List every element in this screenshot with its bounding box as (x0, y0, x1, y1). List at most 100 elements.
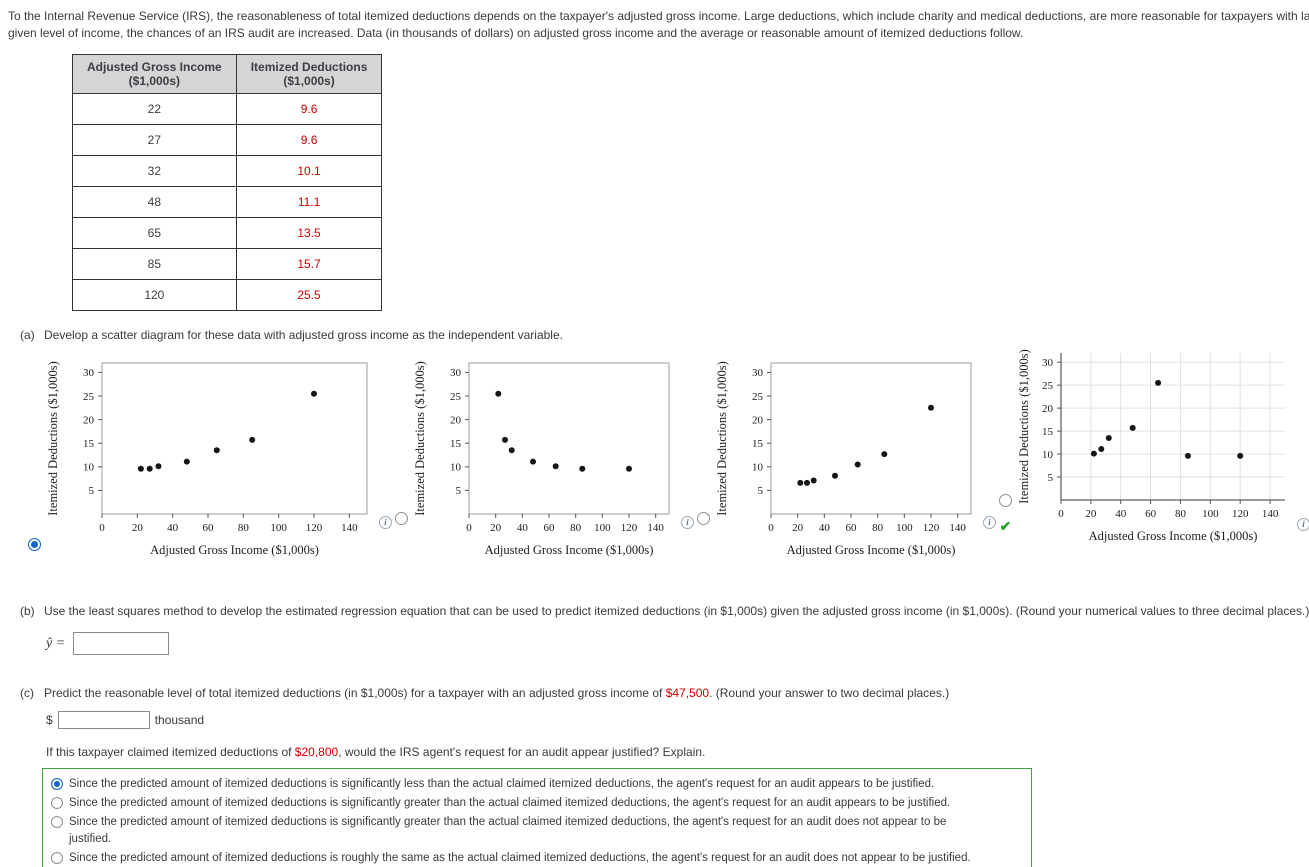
svg-text:80: 80 (872, 522, 884, 534)
deduction-value: 9.6 (235, 124, 383, 156)
svg-text:140: 140 (1262, 508, 1279, 520)
svg-text:30: 30 (1042, 357, 1054, 369)
audit-option-line: Since the predicted amount of itemized d… (69, 778, 935, 790)
data-table: Adjusted Gross Income ($1,000s) Itemized… (72, 54, 383, 311)
svg-text:140: 140 (341, 522, 358, 534)
agi-value: 22 (72, 93, 237, 125)
agi-value: 32 (72, 155, 237, 187)
svg-text:Itemized Deductions ($1,000s): Itemized Deductions ($1,000s) (46, 361, 60, 515)
audit-option-2: Since the predicted amount of itemized d… (51, 794, 1023, 813)
svg-text:100: 100 (1202, 508, 1219, 520)
audit-options-box: Since the predicted amount of itemized d… (42, 768, 1032, 867)
scatter-option-2-radio[interactable] (395, 512, 408, 525)
svg-text:5: 5 (89, 485, 95, 497)
svg-text:Itemized Deductions ($1,000s): Itemized Deductions ($1,000s) (1017, 349, 1031, 503)
agi-amount: $47,500 (665, 686, 710, 700)
col-header-deductions-line1: Itemized Deductions (250, 60, 368, 74)
predict-suffix: . (Round your answer to two decimal plac… (709, 686, 950, 700)
audit-option-4-text: Since the predicted amount of itemized d… (69, 850, 971, 867)
svg-text:20: 20 (1042, 403, 1054, 415)
info-icon[interactable]: i (1297, 518, 1309, 531)
intro-line-2: given level of income, the chances of an… (8, 26, 1024, 40)
table-row: 27 9.6 (72, 124, 383, 156)
svg-text:15: 15 (450, 438, 462, 450)
audit-option-line: Since the predicted amount of itemized d… (69, 797, 951, 809)
svg-text:15: 15 (83, 438, 95, 450)
svg-text:120: 120 (923, 522, 940, 534)
part-a-text: Develop a scatter diagram for these data… (44, 328, 563, 342)
svg-text:0: 0 (768, 522, 774, 534)
svg-text:30: 30 (83, 367, 95, 379)
col-header-deductions: Itemized Deductions ($1,000s) (235, 54, 383, 94)
part-b-label: (b) (20, 604, 35, 618)
svg-text:40: 40 (517, 522, 529, 534)
audit-option-2-radio[interactable] (51, 797, 63, 809)
part-b-text: Use the least squares method to develop … (44, 604, 1309, 618)
audit-option-1-text: Since the predicted amount of itemized d… (69, 776, 934, 793)
scatter-option-1-radio[interactable] (28, 538, 41, 551)
svg-text:10: 10 (83, 462, 95, 474)
part-a-correct-check-icon: ✔ (999, 518, 1012, 534)
svg-text:0: 0 (99, 522, 105, 534)
audit-option-4: Since the predicted amount of itemized d… (51, 849, 1023, 867)
info-icon[interactable]: i (983, 516, 996, 529)
scatter-option-4-radio[interactable] (999, 494, 1012, 507)
deduction-prediction-input[interactable] (57, 711, 150, 729)
audit-option-3-radio[interactable] (51, 816, 63, 828)
info-icon[interactable]: i (379, 516, 392, 529)
svg-text:40: 40 (167, 522, 179, 534)
table-row: 120 25.5 (72, 279, 383, 311)
col-header-agi: Adjusted Gross Income ($1,000s) (72, 54, 237, 94)
svg-text:10: 10 (1042, 449, 1054, 461)
data-table-header-row: Adjusted Gross Income ($1,000s) Itemized… (72, 54, 383, 94)
svg-text:20: 20 (450, 414, 462, 426)
svg-text:5: 5 (1048, 472, 1054, 484)
svg-text:Itemized Deductions ($1,000s): Itemized Deductions ($1,000s) (413, 361, 427, 515)
svg-text:Adjusted Gross Income ($1,000s: Adjusted Gross Income ($1,000s) (485, 543, 654, 557)
table-row: 22 9.6 (72, 93, 383, 125)
svg-text:40: 40 (1115, 508, 1127, 520)
svg-text:0: 0 (1058, 508, 1064, 520)
svg-text:20: 20 (1085, 508, 1097, 520)
info-icon[interactable]: i (681, 516, 694, 529)
audit-option-3-text: Since the predicted amount of itemized d… (69, 814, 946, 848)
predict-prefix: Predict the reasonable level of total it… (44, 686, 666, 700)
svg-text:140: 140 (949, 522, 966, 534)
regression-equation-input[interactable] (73, 632, 170, 655)
agi-value: 27 (72, 124, 237, 156)
scatter-chart-3: 0 20 40 60 80 100 120 140 5 10 15 20 25 30 Adjusted Gr… (715, 361, 972, 557)
svg-text:80: 80 (1175, 508, 1187, 520)
svg-text:Adjusted Gross Income ($1,000s: Adjusted Gross Income ($1,000s) (150, 543, 319, 557)
deduction-value: 15.7 (235, 248, 383, 280)
audit-option-1-radio[interactable] (51, 778, 63, 790)
scatter-option-3: 0 20 40 60 80 100 120 140 5 10 15 20 25 30 Adjusted Gr… (694, 354, 996, 561)
scatter-chart-4: 0 20 40 60 80 100 120 140 5 10 15 20 25 30 Adjusted Gr… (1017, 349, 1285, 543)
svg-text:25: 25 (450, 391, 462, 403)
audit-option-line: justified. (69, 833, 112, 845)
audit-option-1: Since the predicted amount of itemized d… (51, 775, 1023, 794)
svg-text:20: 20 (752, 414, 764, 426)
scatter-option-1: 0 20 40 60 80 100 120 140 5 10 15 20 25 30 Adjusted Gr… (28, 354, 392, 561)
audit-option-4-radio[interactable] (51, 852, 63, 864)
col-header-deductions-line2: ($1,000s) (283, 74, 335, 88)
scatter-option-3-radio[interactable] (697, 512, 710, 525)
unit-label: thousand (154, 713, 205, 727)
scatter-option-4: ✔ 0 20 40 60 80 100 120 140 5 10 15 20 25 30 Adjusted … (996, 349, 1309, 561)
prediction-answer-row: $ thousand (46, 711, 1309, 729)
svg-text:120: 120 (621, 522, 638, 534)
claimed-amount: $20,800 (294, 745, 339, 759)
svg-text:10: 10 (752, 462, 764, 474)
svg-text:60: 60 (846, 522, 858, 534)
deduction-value: 11.1 (235, 186, 383, 218)
svg-text:60: 60 (1145, 508, 1157, 520)
table-row: 48 11.1 (72, 186, 383, 218)
part-b: (b) Use the least squares method to devel… (20, 603, 1309, 620)
part-a-label: (a) (20, 328, 35, 342)
svg-text:120: 120 (1232, 508, 1249, 520)
svg-text:20: 20 (792, 522, 804, 534)
audit-options-list: Since the predicted amount of itemized d… (51, 775, 1023, 867)
svg-text:40: 40 (819, 522, 831, 534)
audit-suffix: , would the IRS agent's request for an a… (338, 745, 706, 759)
svg-text:15: 15 (752, 438, 764, 450)
